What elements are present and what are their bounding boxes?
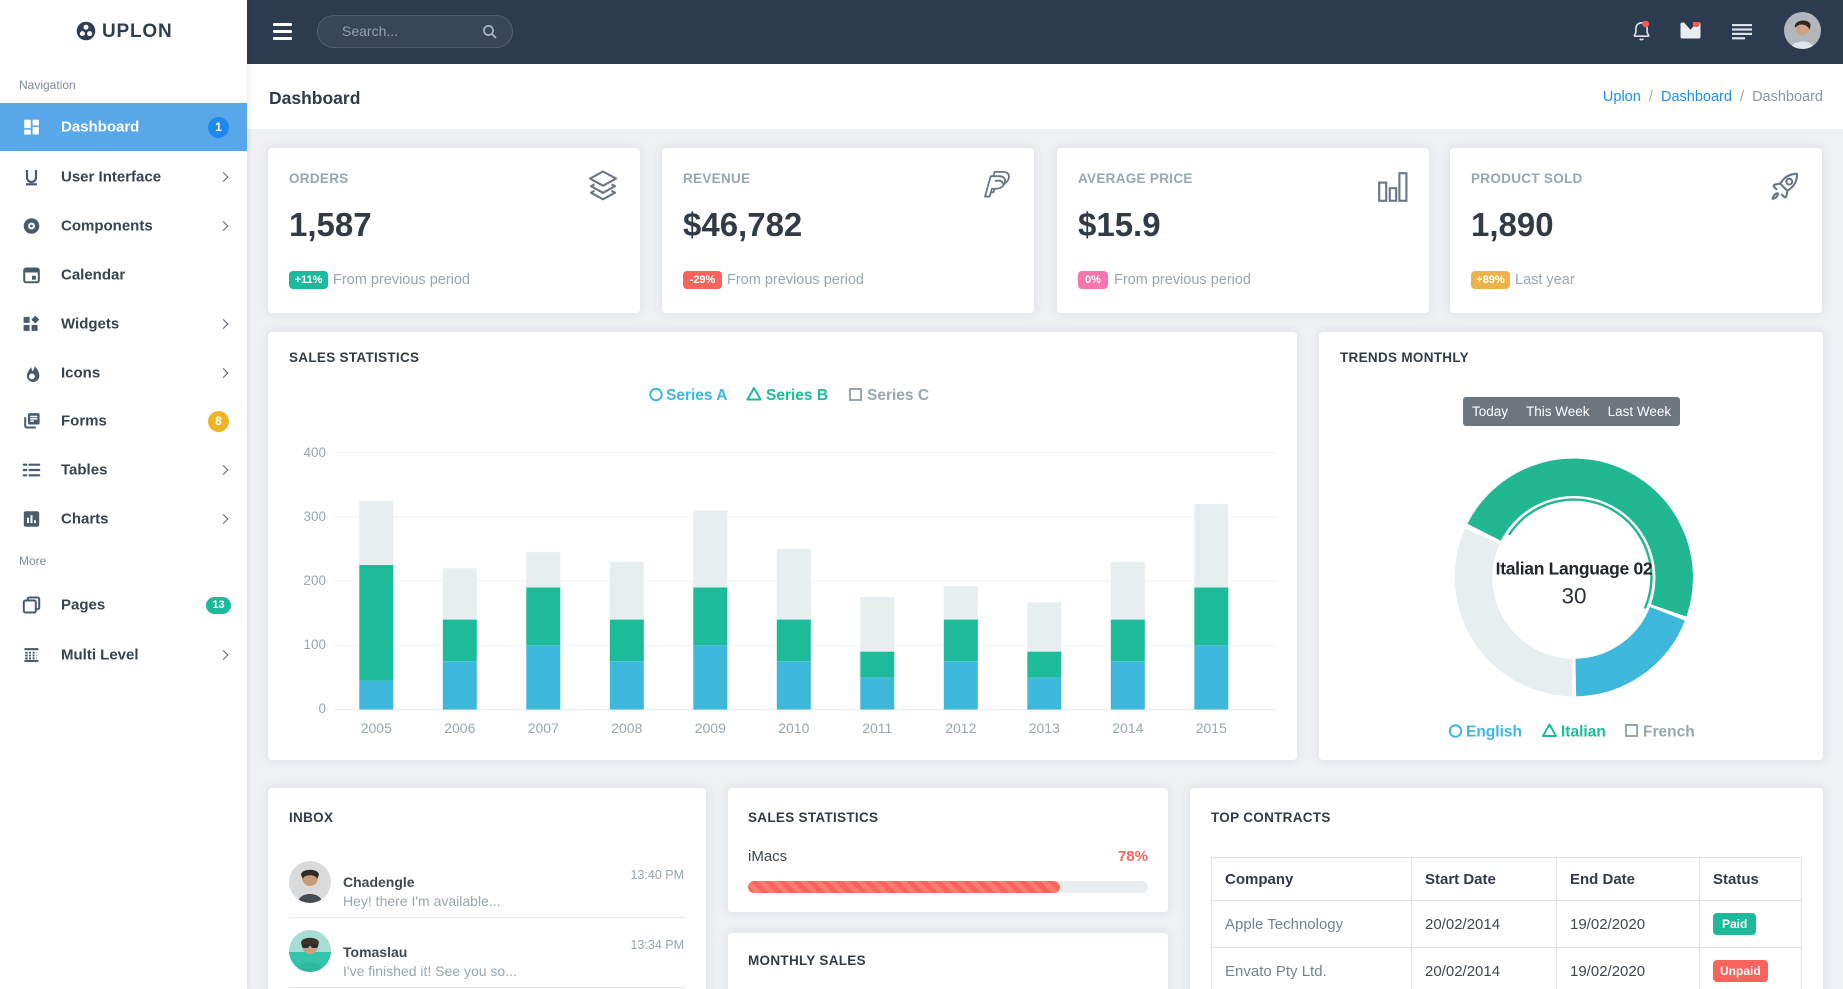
svg-text:Series C: Series C <box>867 387 929 404</box>
svg-text:2013: 2013 <box>1029 720 1060 736</box>
svg-text:English: English <box>1466 724 1522 741</box>
svg-text:2011: 2011 <box>862 720 892 736</box>
svg-text:400: 400 <box>303 445 326 460</box>
svg-text:2009: 2009 <box>695 720 726 736</box>
svg-text:2005: 2005 <box>361 720 392 736</box>
svg-text:30: 30 <box>1561 584 1586 609</box>
svg-text:300: 300 <box>303 509 326 524</box>
svg-text:2012: 2012 <box>945 720 976 736</box>
svg-text:Italian Language 02: Italian Language 02 <box>1496 559 1653 579</box>
svg-text:2010: 2010 <box>778 720 809 736</box>
svg-text:Italian: Italian <box>1561 724 1606 741</box>
svg-text:2015: 2015 <box>1196 720 1227 736</box>
svg-text:French: French <box>1643 724 1695 741</box>
svg-text:2007: 2007 <box>528 720 559 736</box>
svg-text:100: 100 <box>303 637 326 652</box>
svg-text:2008: 2008 <box>611 720 642 736</box>
svg-text:Series B: Series B <box>766 387 828 404</box>
svg-text:Series A: Series A <box>666 387 727 404</box>
svg-text:2006: 2006 <box>444 720 475 736</box>
svg-text:200: 200 <box>303 573 326 588</box>
svg-text:0: 0 <box>318 701 326 716</box>
svg-text:2014: 2014 <box>1112 720 1143 736</box>
